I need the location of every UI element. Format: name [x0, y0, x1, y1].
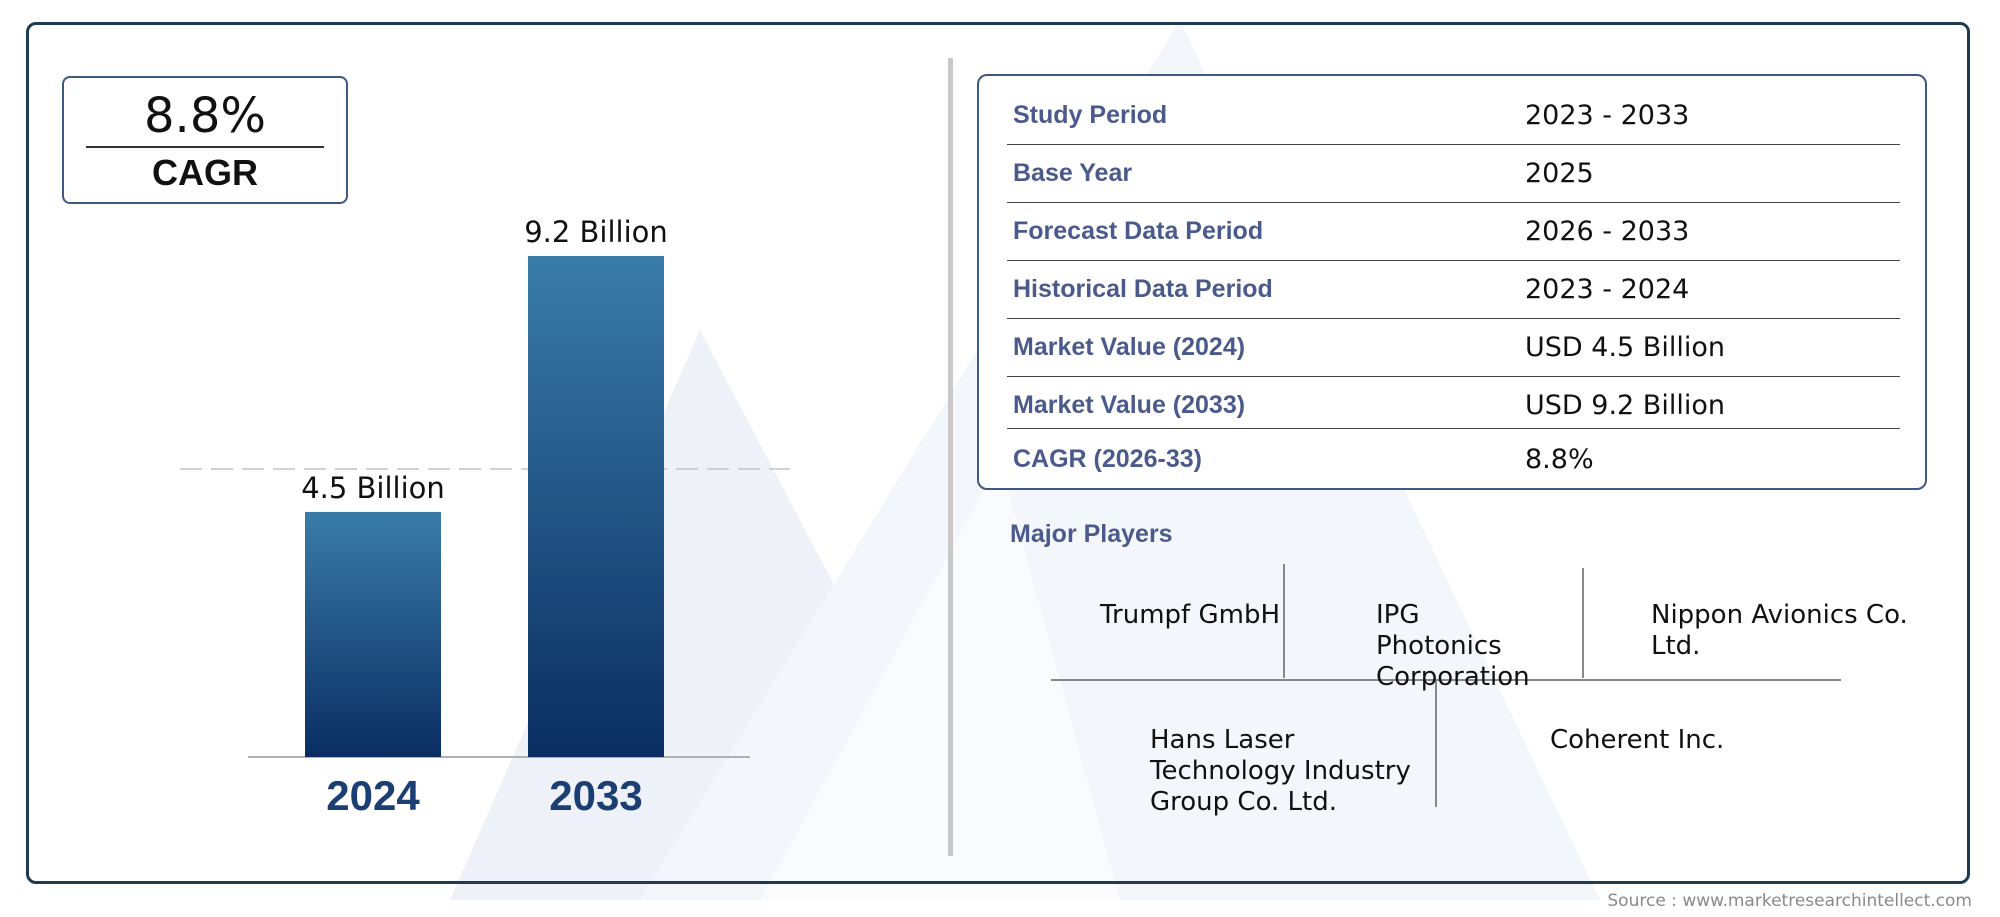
info-label: Study Period	[1013, 101, 1168, 129]
info-value: USD 9.2 Billion	[1525, 390, 1725, 421]
data-label-2024: 4.5 Billion	[301, 471, 445, 505]
info-value: 2023 - 2024	[1525, 274, 1690, 305]
cagr-label: CAGR	[152, 152, 258, 193]
market-info-table: Study Period 2023 - 2033 Base Year 2025 …	[977, 74, 1927, 490]
vertical-divider	[948, 58, 953, 856]
category-label-2033: 2033	[549, 772, 642, 819]
info-value: USD 4.5 Billion	[1525, 332, 1725, 363]
info-row-market-value-2033: Market Value (2033) USD 9.2 Billion	[1007, 376, 1900, 429]
info-value: 2026 - 2033	[1525, 216, 1690, 247]
info-label: Forecast Data Period	[1013, 217, 1264, 245]
player-coherent: Coherent Inc.	[1550, 725, 1725, 755]
source-citation: Source : www.marketresearchintellect.com	[1607, 891, 1972, 911]
info-value: 8.8%	[1525, 444, 1594, 475]
bar-chart: 4.5 Billion 9.2 Billion 2024 2033	[180, 215, 790, 819]
category-label-2024: 2024	[326, 772, 420, 819]
players-vertical-line	[1582, 568, 1584, 678]
bar-2033	[528, 256, 664, 757]
info-row-cagr: CAGR (2026-33) 8.8%	[1007, 430, 1900, 488]
cagr-value: 8.8%	[144, 88, 266, 144]
player-trumpf: Trumpf GmbH	[1100, 600, 1281, 630]
major-players-title: Major Players	[1010, 520, 1173, 548]
info-row-historical-period: Historical Data Period 2023 - 2024	[1007, 260, 1900, 319]
info-label: Market Value (2024)	[1013, 333, 1246, 361]
info-label: CAGR (2026-33)	[1013, 445, 1202, 473]
info-label: Base Year	[1013, 159, 1133, 187]
content-frame	[26, 22, 1970, 884]
players-horizontal-line	[1051, 679, 1841, 681]
info-row-market-value-2024: Market Value (2024) USD 4.5 Billion	[1007, 318, 1900, 377]
player-ipg-photonics: IPG Photonics Corporation	[1376, 600, 1530, 692]
info-label: Market Value (2033)	[1013, 391, 1246, 419]
player-hans-laser: Hans Laser Technology Industry Group Co.…	[1150, 725, 1411, 817]
player-nippon-avionics: Nippon Avionics Co. Ltd.	[1651, 600, 1908, 661]
cagr-box: 8.8% CAGR	[62, 76, 348, 204]
cagr-rule	[86, 146, 324, 148]
players-vertical-line	[1435, 681, 1437, 807]
info-row-study-period: Study Period 2023 - 2033	[1007, 86, 1900, 145]
info-value: 2025	[1525, 158, 1594, 189]
bar-2024	[305, 511, 441, 757]
info-label: Historical Data Period	[1013, 275, 1273, 303]
info-row-forecast-period: Forecast Data Period 2026 - 2033	[1007, 202, 1900, 261]
info-value: 2023 - 2033	[1525, 100, 1690, 131]
data-label-2033: 9.2 Billion	[524, 215, 668, 249]
players-vertical-line	[1283, 564, 1285, 678]
info-row-base-year: Base Year 2025	[1007, 144, 1900, 203]
